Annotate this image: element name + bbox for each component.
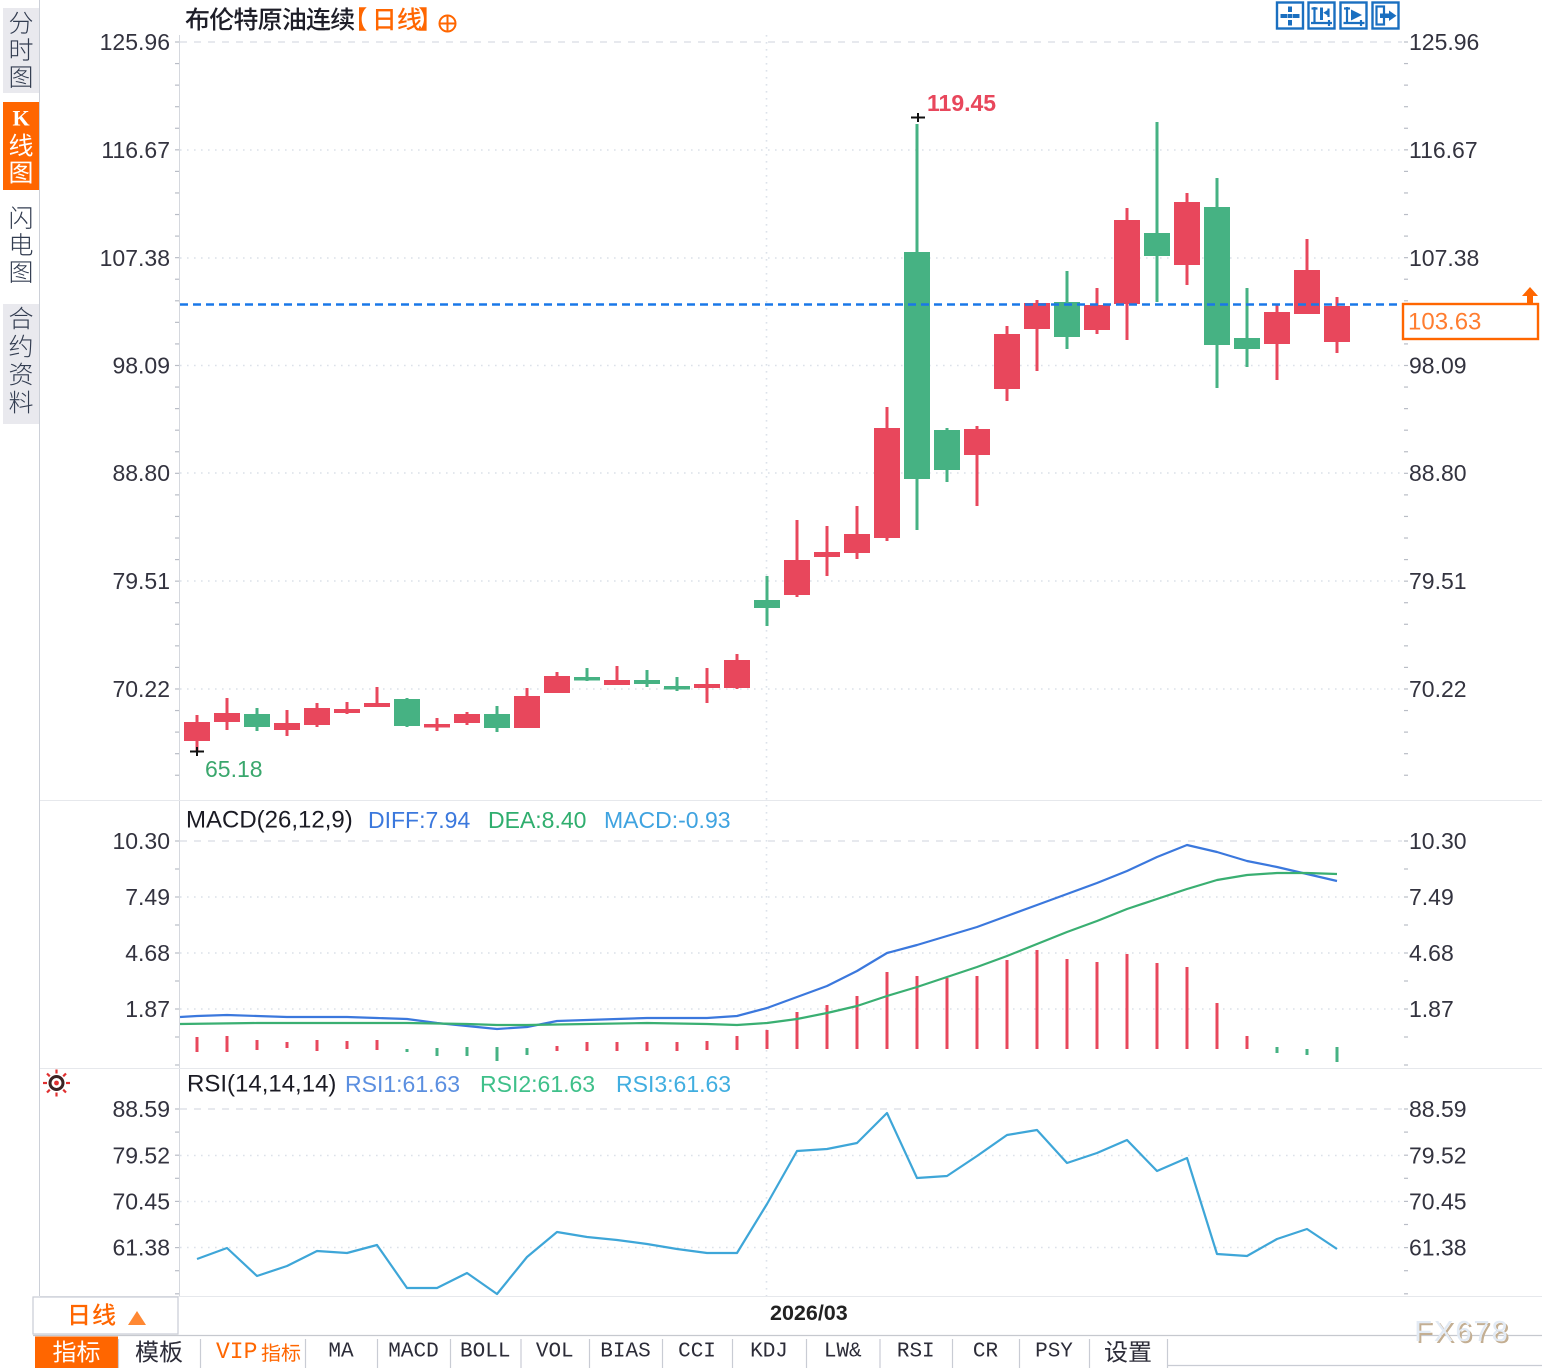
svg-text:KDJ: KDJ bbox=[750, 1341, 788, 1364]
svg-text:MA: MA bbox=[328, 1341, 354, 1364]
svg-text:98.09: 98.09 bbox=[112, 353, 170, 379]
svg-text:79.52: 79.52 bbox=[1409, 1143, 1467, 1169]
svg-text:LW&: LW& bbox=[824, 1341, 862, 1364]
svg-text:10.30: 10.30 bbox=[112, 828, 170, 854]
svg-text:CCI: CCI bbox=[678, 1341, 716, 1364]
svg-text:116.67: 116.67 bbox=[1409, 137, 1478, 163]
svg-text:BOLL: BOLL bbox=[460, 1341, 510, 1364]
svg-text:7.49: 7.49 bbox=[125, 884, 170, 910]
svg-text:FX678: FX678 bbox=[1416, 1318, 1511, 1350]
svg-text:79.52: 79.52 bbox=[112, 1143, 170, 1169]
svg-text:1.87: 1.87 bbox=[1409, 996, 1454, 1022]
svg-text:61.38: 61.38 bbox=[1409, 1235, 1467, 1261]
svg-text:2026/03: 2026/03 bbox=[770, 1301, 848, 1325]
svg-text:VOL: VOL bbox=[536, 1341, 574, 1364]
svg-text:88.59: 88.59 bbox=[1409, 1096, 1467, 1122]
svg-text:RSI2:61.63: RSI2:61.63 bbox=[480, 1071, 595, 1097]
svg-text:DEA:8.40: DEA:8.40 bbox=[488, 807, 586, 833]
svg-text:125.96: 125.96 bbox=[1409, 29, 1479, 55]
svg-text:4.68: 4.68 bbox=[1409, 940, 1454, 966]
svg-text:RSI3:61.63: RSI3:61.63 bbox=[616, 1071, 731, 1097]
svg-text:125.96: 125.96 bbox=[100, 29, 170, 55]
svg-text:MACD:-0.93: MACD:-0.93 bbox=[604, 807, 731, 833]
svg-text:88.59: 88.59 bbox=[112, 1096, 170, 1122]
svg-text:VIP: VIP bbox=[216, 1339, 257, 1365]
svg-text:BIAS: BIAS bbox=[600, 1341, 650, 1364]
svg-text:PSY: PSY bbox=[1035, 1341, 1073, 1364]
svg-text:RSI(14,14,14): RSI(14,14,14) bbox=[187, 1071, 336, 1098]
svg-text:119.45: 119.45 bbox=[927, 90, 996, 116]
svg-text:107.38: 107.38 bbox=[1409, 245, 1479, 271]
svg-text:4.68: 4.68 bbox=[125, 940, 170, 966]
svg-text:MACD: MACD bbox=[388, 1341, 438, 1364]
svg-text:88.80: 88.80 bbox=[112, 460, 170, 486]
svg-text:79.51: 79.51 bbox=[112, 568, 170, 594]
svg-text:79.51: 79.51 bbox=[1409, 568, 1467, 594]
svg-text:103.63: 103.63 bbox=[1408, 309, 1481, 336]
svg-text:70.45: 70.45 bbox=[112, 1189, 170, 1215]
svg-text:70.45: 70.45 bbox=[1409, 1189, 1467, 1215]
svg-text:K: K bbox=[12, 106, 29, 131]
svg-text:DIFF:7.94: DIFF:7.94 bbox=[368, 807, 470, 833]
svg-text:61.38: 61.38 bbox=[112, 1235, 170, 1261]
svg-text:107.38: 107.38 bbox=[100, 245, 170, 271]
svg-text:65.18: 65.18 bbox=[205, 756, 263, 782]
svg-text:RSI1:61.63: RSI1:61.63 bbox=[345, 1071, 460, 1097]
svg-text:MACD(26,12,9): MACD(26,12,9) bbox=[186, 807, 353, 834]
svg-text:RSI: RSI bbox=[897, 1341, 935, 1364]
svg-text:CR: CR bbox=[973, 1341, 999, 1364]
svg-text:70.22: 70.22 bbox=[112, 676, 170, 702]
svg-text:98.09: 98.09 bbox=[1409, 353, 1467, 379]
svg-text:FX678: FX678 bbox=[1414, 1316, 1509, 1348]
svg-text:10.30: 10.30 bbox=[1409, 828, 1467, 854]
svg-text:7.49: 7.49 bbox=[1409, 884, 1454, 910]
svg-text:1.87: 1.87 bbox=[125, 996, 170, 1022]
svg-text:70.22: 70.22 bbox=[1409, 676, 1467, 702]
svg-text:88.80: 88.80 bbox=[1409, 460, 1467, 486]
svg-text:116.67: 116.67 bbox=[101, 137, 170, 163]
